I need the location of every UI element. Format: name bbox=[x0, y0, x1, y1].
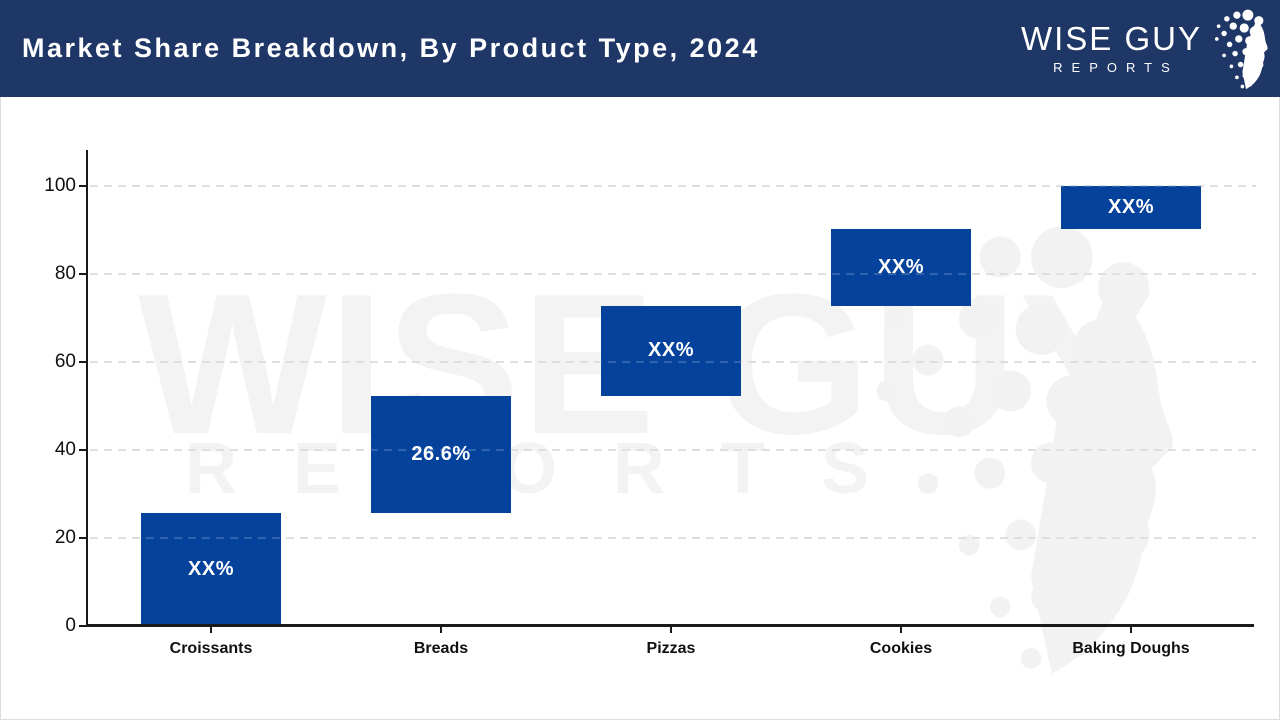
y-tick-mark bbox=[79, 449, 86, 451]
x-axis-category-label: Breads bbox=[413, 640, 469, 657]
y-tick-label: 80 bbox=[54, 263, 76, 284]
bar-segment: XX% bbox=[601, 306, 741, 396]
y-axis-spine bbox=[86, 150, 88, 627]
bar-segment: XX% bbox=[141, 512, 281, 626]
bar-value-label: 26.6% bbox=[411, 442, 471, 465]
gridline-overlay bbox=[90, 185, 1256, 187]
y-tick-label: 20 bbox=[54, 527, 76, 548]
y-tick-mark bbox=[79, 273, 86, 275]
x-tick-mark bbox=[210, 627, 212, 633]
y-tick-label: 40 bbox=[54, 439, 76, 460]
logo-brand-subname: REPORTS bbox=[1053, 60, 1179, 75]
bar-segment: 26.6% bbox=[371, 395, 511, 513]
watermark-subtext: REPORTS bbox=[185, 429, 926, 509]
x-axis-category-label: Baking Doughs bbox=[1072, 640, 1190, 657]
gridline-overlay bbox=[90, 449, 1256, 451]
x-axis-category-label: Cookies bbox=[869, 640, 933, 657]
bar-value-label: XX% bbox=[648, 339, 694, 362]
header-bar: Market Share Breakdown, By Product Type,… bbox=[0, 0, 1280, 97]
x-tick-mark bbox=[670, 627, 672, 633]
gridline-overlay bbox=[90, 273, 1256, 275]
x-axis-category-label: Croissants bbox=[169, 640, 253, 657]
y-tick-mark bbox=[79, 625, 86, 627]
x-tick-mark bbox=[900, 627, 902, 633]
page-title: Market Share Breakdown, By Product Type,… bbox=[22, 33, 760, 63]
x-axis-spine bbox=[86, 624, 1254, 627]
x-axis-category-label: Pizzas bbox=[646, 640, 696, 657]
x-tick-mark bbox=[1130, 627, 1132, 633]
y-tick-label: 0 bbox=[65, 615, 76, 636]
logo-brand-name: WISE GUY bbox=[1020, 20, 1202, 57]
y-tick-mark bbox=[79, 537, 86, 539]
y-tick-mark bbox=[79, 361, 86, 363]
y-tick-mark bbox=[79, 185, 86, 187]
gridline-overlay bbox=[90, 361, 1256, 363]
bar-value-label: XX% bbox=[878, 256, 924, 279]
y-tick-label: 100 bbox=[44, 175, 76, 196]
gridline bbox=[90, 185, 1256, 187]
wise-guy-reports-logo: WISE GUY REPORTS bbox=[1021, 7, 1280, 91]
gridline bbox=[90, 537, 1256, 539]
gridline bbox=[90, 449, 1256, 451]
bar-value-label: XX% bbox=[188, 557, 234, 580]
gridline-overlay bbox=[90, 537, 1256, 539]
logo-text: WISE GUY REPORTS bbox=[1021, 22, 1202, 75]
bar-segment: XX% bbox=[831, 229, 971, 307]
bar-segment: XX% bbox=[1061, 186, 1201, 230]
wise-guy-head-icon bbox=[1214, 9, 1268, 89]
gridline bbox=[90, 273, 1256, 275]
y-tick-label: 60 bbox=[54, 351, 76, 372]
bar-value-label: XX% bbox=[1108, 196, 1154, 219]
x-tick-mark bbox=[440, 627, 442, 633]
